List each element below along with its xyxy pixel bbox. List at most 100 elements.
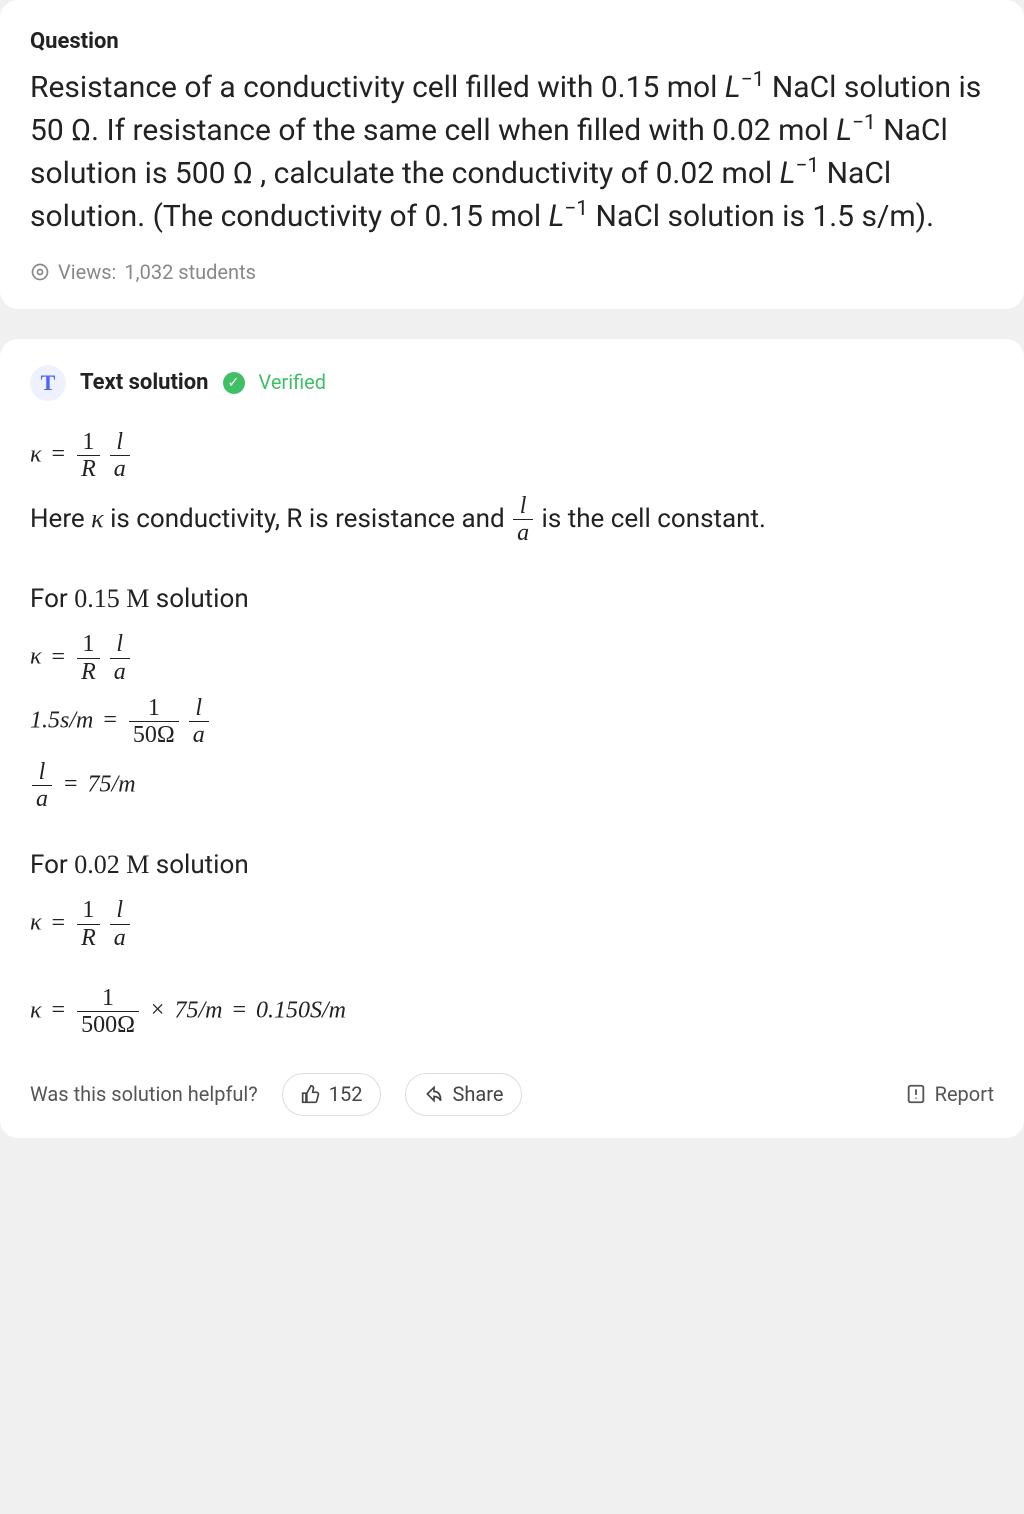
eq-015-line1: κ = 1R la [30,631,994,685]
s1l3-fn: l [32,759,52,786]
eq-002-line1: κ = 1R la [30,897,994,951]
solution-desc: Here κ is conductivity, R is resistance … [30,493,994,547]
heading-002: For 0.02 M solution [30,846,994,885]
eq-015-line3: la = 75/m [30,759,994,813]
s2l1-f1: 1R [77,897,100,951]
eq1-lhs: κ [30,441,42,467]
h2b: 0.02 M [74,850,149,879]
eq-kappa-definition: κ = 1R la [30,429,994,483]
s2l1-f2: la [110,897,130,951]
s2l2-times: × [147,997,169,1023]
s2l1-f1d: R [77,925,100,951]
h1a: For [30,584,74,614]
share-icon [424,1084,444,1104]
views-prefix: Views: [58,258,116,287]
text-solution-icon: T [30,365,66,401]
eq1-frac1: 1R [77,429,100,483]
q-unit1-exp: −1 [741,68,765,92]
s2l2-fd: 500Ω [77,1012,139,1038]
s2l2-lhs: κ [30,997,42,1023]
s2l1-f2n: l [110,897,130,924]
s2l1-eq: = [48,910,70,936]
eq-015-line2: 1.5s/m = 150Ω la [30,695,994,749]
s1l2-f2: la [189,695,209,749]
h2c: solution [149,850,248,880]
s1l1-f1n: 1 [77,631,100,658]
eye-icon [30,262,50,282]
thumbs-up-icon [301,1084,321,1104]
s2l2-eq: = [48,997,70,1023]
question-text: Resistance of a conductivity cell filled… [30,66,994,238]
solution-title: Text solution [80,367,209,399]
desc-fd: a [513,520,533,546]
q-unit2: L [836,113,852,148]
s2l1-f2d: a [110,925,130,951]
helpful-text: Was this solution helpful? [30,1080,258,1109]
desc-p3: is the cell constant. [535,503,766,533]
s2l2-arg: 75/m [174,997,222,1023]
report-icon [905,1083,927,1105]
q-unit1: L [725,70,741,105]
s1l3-fd: a [32,786,52,812]
eq1-f1d: R [77,456,100,482]
eq-002-line2: κ = 1500Ω × 75/m = 0.150S/m [30,985,994,1039]
desc-p2: is conductivity, R is resistance and [104,503,511,533]
s1l2-f1d: 50Ω [129,722,179,748]
h2a: For [30,850,74,880]
upvote-button[interactable]: 152 [282,1073,382,1116]
desc-kappa: κ [91,503,103,532]
solution-card: T Text solution ✓ Verified κ = 1R la Her… [0,339,1024,1138]
share-label: Share [452,1080,503,1109]
views-count: 1,032 students [124,258,256,287]
eq1-f2n: l [110,429,130,456]
q-unit2-exp: −1 [852,111,876,135]
s1l3-f: la [32,759,52,813]
eq1-eq: = [48,441,70,467]
s1l1-f2n: l [110,631,130,658]
h1b: 0.15 M [74,584,149,613]
s1l1-f1d: R [77,659,100,685]
desc-fn: l [513,493,533,520]
s1l2-f2d: a [189,722,209,748]
eq1-f1n: 1 [77,429,100,456]
q-part3: . If resistance of the same cell when fi… [91,113,836,148]
h1c: solution [149,584,248,614]
share-button[interactable]: Share [405,1073,522,1116]
question-card: Question Resistance of a conductivity ce… [0,0,1024,309]
s1l2-f1: 150Ω [129,695,179,749]
desc-frac: la [513,493,533,547]
s2l1-lhs: κ [30,910,42,936]
s1l1-eq: = [48,644,70,670]
s2l2-eq2: = [228,997,250,1023]
section-002M: For 0.02 M solution κ = 1R la κ = 1500Ω … [30,846,994,1038]
verified-text: Verified [259,368,327,397]
q-ohm2: Ω [233,156,253,191]
question-label: Question [30,26,994,58]
s2l2-rhs: 0.150S/m [256,997,346,1023]
s1l3-eq: = [60,771,82,797]
q-unit4-exp: −1 [564,197,588,221]
s1l1-f1: 1R [77,631,100,685]
s1l1-f2d: a [110,659,130,685]
section-015M: For 0.15 M solution κ = 1R la 1.5s/m = 1… [30,580,994,812]
report-label: Report [935,1080,994,1109]
heading-015: For 0.15 M solution [30,580,994,619]
solution-footer: Was this solution helpful? 152 Share Rep… [30,1073,994,1116]
views-row: Views: 1,032 students [30,258,994,287]
s1l2-f1n: 1 [129,695,179,722]
q-part5: , calculate the conductivity of 0.02 mol [253,156,780,191]
s2l2-f: 1500Ω [77,985,139,1039]
verified-icon: ✓ [223,372,245,394]
s1l2-f2n: l [189,695,209,722]
q-part7: NaCl solution is 1.5 s/m). [588,199,934,234]
solution-header: T Text solution ✓ Verified [30,365,994,401]
q-unit3: L [780,156,796,191]
q-part1: Resistance of a conductivity cell filled… [30,70,725,105]
s1l2-eq: = [99,707,121,733]
report-button[interactable]: Report [905,1080,994,1109]
s1l1-f2: la [110,631,130,685]
q-unit4: L [549,199,565,234]
s1l2-lhs: 1.5s/m [30,707,93,733]
s1l3-rhs: 75/m [88,771,136,797]
eq1-frac2: la [110,429,130,483]
